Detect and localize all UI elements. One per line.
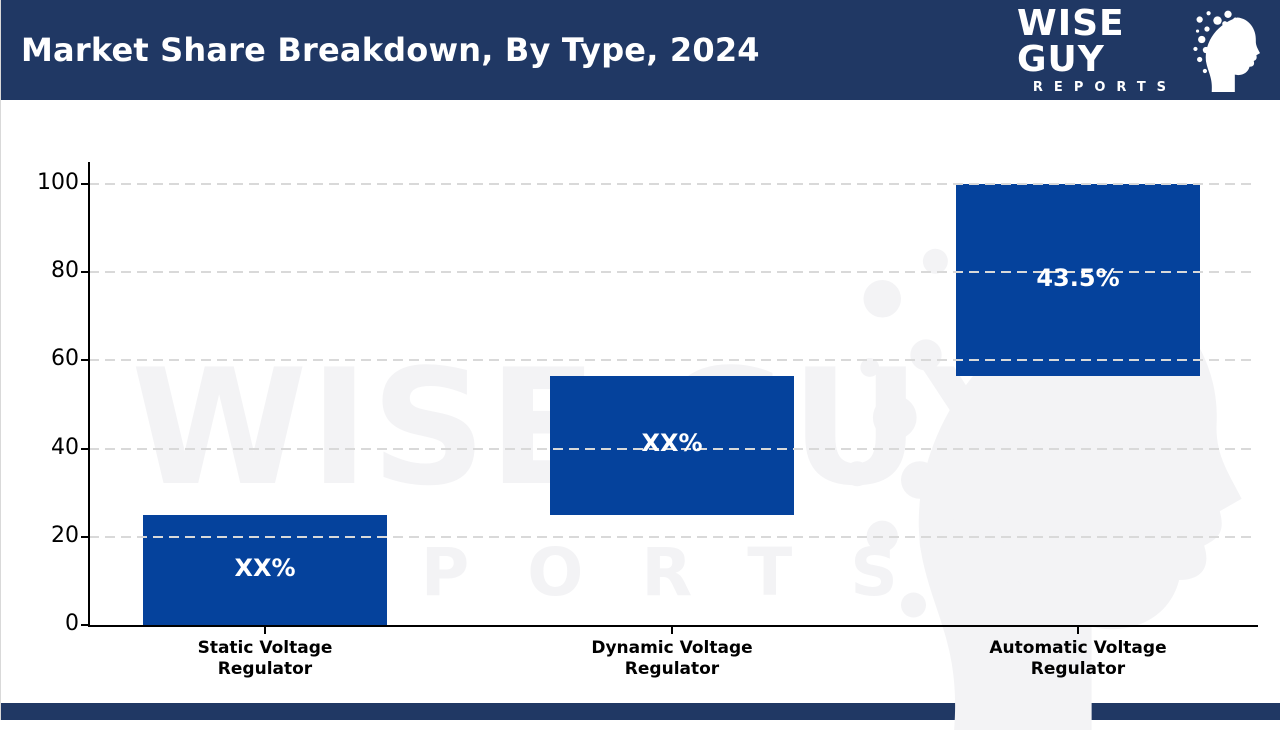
x-axis-line	[88, 625, 1258, 627]
y-axis-label-0: 0	[65, 611, 79, 636]
chart-area: WISE GUY REPORTS 0 20 40 60 80 100 XX% Static V…	[1, 100, 1280, 730]
gridline-80	[89, 271, 1257, 274]
y-axis-label-80: 80	[51, 258, 79, 284]
y-axis-tick-40	[81, 447, 88, 450]
bar-3	[956, 184, 1200, 376]
y-axis-label-60: 60	[51, 346, 79, 372]
brand-tagline: REPORTS	[1032, 80, 1178, 95]
y-axis-tick-20	[81, 535, 88, 538]
bar-value-label: 43.5%	[1036, 263, 1120, 292]
chart-title: Market Share Breakdown, By Type, 2024	[21, 31, 760, 69]
x-axis-category-label: Dynamic Voltage Regulator	[591, 638, 753, 680]
y-axis-tick-60	[81, 359, 88, 362]
bar-1	[143, 514, 387, 625]
brand-logo: WISE GUY REPORTS	[1017, 6, 1267, 94]
bar-2	[550, 375, 794, 515]
y-axis-tick-80	[81, 271, 88, 274]
x-axis-tick-1	[264, 627, 266, 634]
gridline-40	[89, 447, 1257, 450]
y-axis-label-20: 20	[51, 522, 79, 548]
bar-value-label: XX%	[234, 553, 296, 582]
x-axis-category-label: Automatic Voltage Regulator	[989, 638, 1167, 680]
x-axis-tick-2	[671, 627, 673, 634]
x-axis-category-label: Static Voltage Regulator	[197, 638, 333, 680]
bar-value-label: XX%	[641, 429, 703, 458]
gridline-100	[89, 183, 1257, 185]
header-bar: Market Share Breakdown, By Type, 2024 WI…	[1, 0, 1280, 100]
y-axis-tick-0	[81, 624, 88, 626]
y-axis-label-40: 40	[51, 434, 79, 460]
y-axis-label-100: 100	[37, 170, 79, 195]
y-axis-line	[88, 162, 90, 627]
gridline-60	[89, 359, 1257, 362]
y-axis-tick-100	[81, 183, 88, 185]
x-axis-tick-3	[1077, 627, 1079, 634]
gridline-20	[89, 535, 1257, 538]
brand-name: WISE GUY	[1017, 3, 1125, 80]
brand-face-icon	[1193, 10, 1261, 92]
